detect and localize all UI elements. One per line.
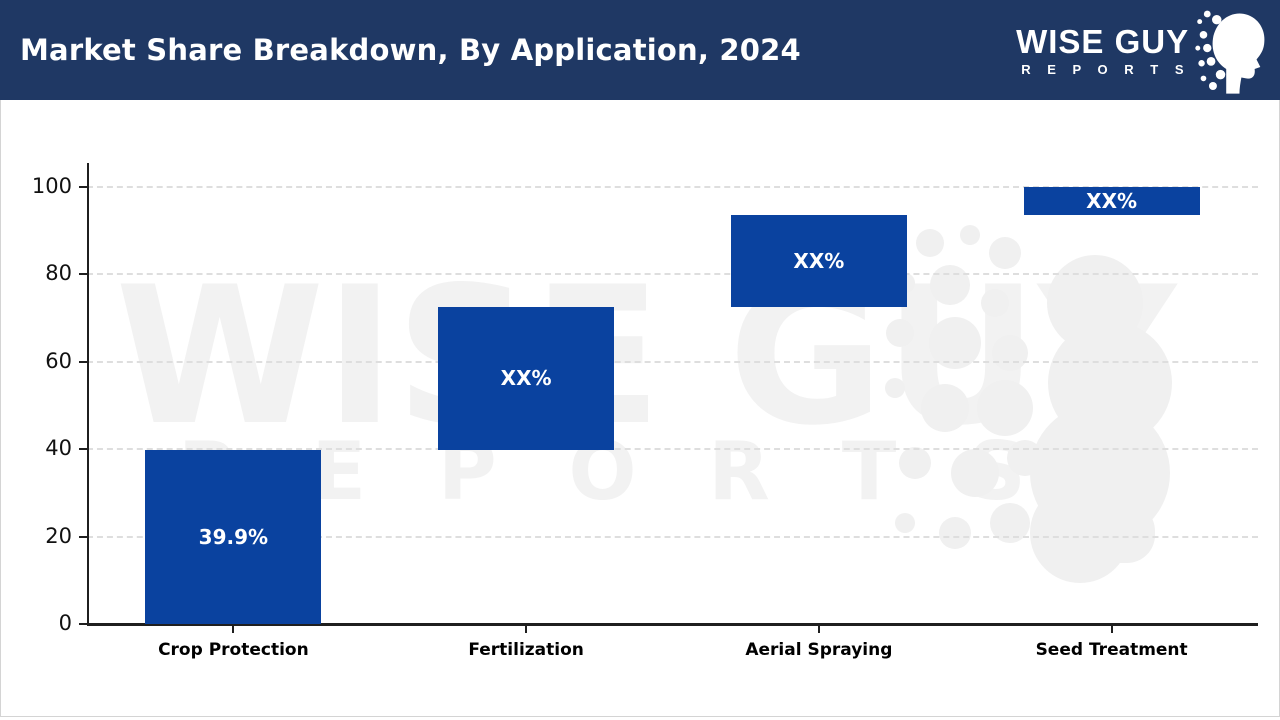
logo-brand-name: WISE GUY — [1016, 22, 1190, 60]
x-axis-category-label: Seed Treatment — [1035, 640, 1188, 660]
bar-value-label: XX% — [793, 249, 845, 274]
gridline-100 — [87, 186, 1258, 188]
bar-seed-treatment: XX% — [1023, 187, 1200, 216]
y-axis-tick-0 — [79, 623, 87, 625]
bar-value-label: XX% — [1086, 189, 1138, 214]
y-axis-tick-100 — [79, 186, 87, 188]
x-axis-line — [87, 623, 1258, 626]
bar-value-label: 39.9% — [198, 524, 269, 549]
y-axis-tick-label-40: 40 — [45, 436, 72, 461]
gridline-40 — [87, 448, 1258, 451]
dotted-head-profile-icon — [1195, 10, 1265, 94]
x-axis-category-label: Fertilization — [468, 640, 584, 660]
gridline-20 — [87, 535, 1258, 538]
y-axis-line — [87, 163, 89, 624]
x-axis-tick-4 — [1110, 626, 1113, 633]
y-axis-tick-label-0: 0 — [58, 611, 72, 635]
bar-aerial-spraying: XX% — [730, 215, 907, 308]
header-bar: Market Share Breakdown, By Application, … — [0, 0, 1280, 100]
chart-panel: WISE GUY R E P O R T S — [0, 100, 1280, 717]
y-axis-tick-40 — [79, 448, 87, 451]
page-title: Market Share Breakdown, By Application, … — [20, 33, 801, 67]
dotted-head-profile-watermark — [885, 225, 1172, 583]
bar-fertilization: XX% — [438, 307, 615, 450]
logo-text: WISE GUY R E P O R T S — [1015, 25, 1190, 76]
y-axis-tick-60 — [79, 360, 87, 363]
gridline-80 — [87, 273, 1258, 276]
gridline-60 — [87, 360, 1258, 363]
bar-crop-protection: 39.9% — [145, 449, 322, 624]
y-axis-tick-label-20: 20 — [45, 523, 72, 548]
x-axis-tick-3 — [817, 626, 820, 633]
y-axis-tick-label-80: 80 — [45, 261, 72, 286]
x-axis-tick-1 — [232, 626, 235, 633]
wise-guy-reports-logo: WISE GUY R E P O R T S — [1015, 0, 1266, 100]
y-axis-tick-label-60: 60 — [45, 348, 72, 373]
x-axis-category-label: Aerial Spraying — [745, 640, 893, 660]
y-axis-tick-label-100: 100 — [31, 174, 72, 198]
bar-value-label: XX% — [500, 366, 552, 391]
x-axis-tick-2 — [525, 626, 528, 633]
x-axis-category-label: Crop Protection — [158, 640, 309, 660]
y-axis-tick-80 — [79, 273, 87, 276]
logo-brand-subtitle: R E P O R T S — [1021, 61, 1190, 77]
y-axis-tick-20 — [79, 535, 87, 538]
